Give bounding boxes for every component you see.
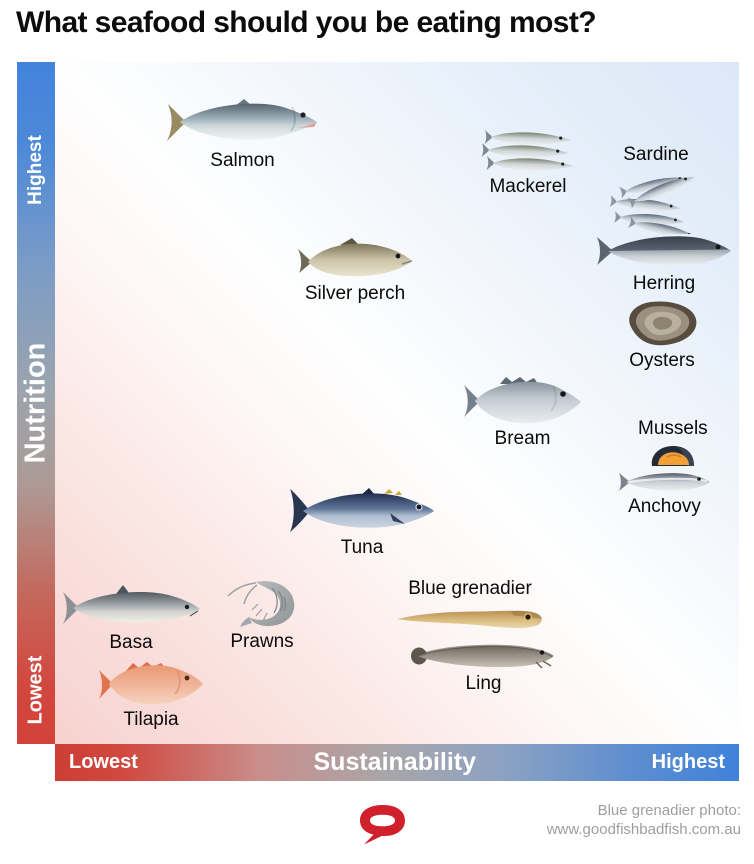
prawns-label: Prawns bbox=[230, 631, 294, 652]
chart-plot-area: Salmon Mackerel Sardine bbox=[55, 62, 739, 744]
sardine-image bbox=[609, 171, 699, 234]
sardine-label: Sardine bbox=[623, 144, 689, 165]
seafood-item-ling: Ling bbox=[410, 640, 557, 695]
nutrition-min-label: Lowest bbox=[24, 655, 47, 725]
anchovy-label: Anchovy bbox=[628, 496, 701, 517]
seafood-item-mussels: Mussels bbox=[638, 418, 708, 468]
nutrition-axis-title: Nutrition bbox=[19, 342, 52, 464]
blue-grenadier-label: Blue grenadier bbox=[408, 578, 532, 599]
oysters-label: Oysters bbox=[629, 350, 695, 371]
sustainability-axis-bar: Lowest Sustainability Highest bbox=[55, 744, 739, 781]
seafood-item-tuna: Tuna bbox=[288, 487, 436, 559]
prawns-image bbox=[227, 581, 295, 627]
herring-image bbox=[597, 236, 731, 266]
sustainability-max-label: Highest bbox=[651, 751, 725, 773]
seafood-item-anchovy: Anchovy bbox=[617, 470, 712, 518]
seafood-item-mackerel: Mackerel bbox=[480, 128, 576, 198]
tuna-image bbox=[290, 488, 434, 532]
tilapia-image bbox=[99, 662, 203, 705]
the-conversation-logo bbox=[360, 805, 405, 845]
seafood-item-silver-perch: Silver perch bbox=[295, 238, 415, 305]
seafood-item-herring: Herring bbox=[595, 232, 733, 295]
oysters-image bbox=[629, 301, 697, 346]
seafood-item-tilapia: Tilapia bbox=[95, 658, 207, 731]
anchovy-image bbox=[619, 473, 710, 491]
photo-credit: Blue grenadier photo: www.goodfishbadfis… bbox=[547, 801, 741, 839]
mackerel-image bbox=[481, 130, 574, 173]
nutrition-axis-bar: Highest Nutrition Lowest bbox=[17, 62, 55, 744]
salmon-label: Salmon bbox=[210, 150, 275, 171]
bream-image bbox=[464, 377, 581, 424]
tuna-label: Tuna bbox=[340, 537, 384, 558]
salmon-image bbox=[167, 99, 317, 141]
silver-perch-image bbox=[298, 238, 413, 277]
basa-label: Basa bbox=[109, 632, 153, 653]
mussels-image bbox=[651, 445, 694, 466]
photo-credit-line1: Blue grenadier photo: bbox=[597, 802, 741, 819]
mackerel-label: Mackerel bbox=[489, 176, 567, 197]
seafood-item-bream: Bream bbox=[460, 375, 585, 450]
silver-perch-label: Silver perch bbox=[304, 283, 406, 304]
nutrition-max-label: Highest bbox=[25, 135, 46, 205]
seafood-item-sardine: Sardine bbox=[608, 144, 704, 234]
ling-image bbox=[411, 644, 554, 669]
sustainability-axis-title: Sustainability bbox=[313, 748, 477, 776]
ling-label: Ling bbox=[465, 673, 502, 694]
seafood-item-salmon: Salmon bbox=[165, 95, 320, 172]
seafood-item-prawns: Prawns bbox=[222, 578, 302, 653]
herring-label: Herring bbox=[632, 273, 696, 294]
seafood-item-blue-grenadier: Blue grenadier bbox=[395, 578, 545, 632]
mussels-label: Mussels bbox=[638, 418, 708, 439]
seafood-item-basa: Basa bbox=[60, 585, 202, 654]
page-title: What seafood should you be eating most? bbox=[16, 6, 597, 39]
bream-label: Bream bbox=[494, 428, 551, 449]
photo-credit-line2: www.goodfishbadfish.com.au bbox=[546, 821, 741, 838]
basa-image bbox=[63, 585, 200, 624]
tilapia-label: Tilapia bbox=[123, 709, 179, 730]
blue-grenadier-image bbox=[397, 610, 542, 628]
seafood-item-oysters: Oysters bbox=[623, 299, 701, 372]
sustainability-min-label: Lowest bbox=[69, 751, 138, 773]
